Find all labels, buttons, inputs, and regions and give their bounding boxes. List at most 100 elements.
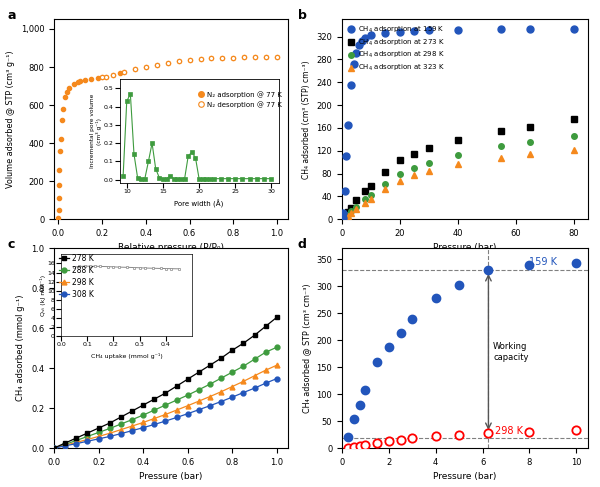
CH$_4$ adsorption at 323 K bbox=[527, 150, 534, 156]
CH$_4$ adsorption at 323 K bbox=[344, 213, 352, 219]
308 K bbox=[262, 380, 269, 386]
288 K bbox=[184, 392, 191, 398]
CH$_4$ adsorption at 298 K bbox=[454, 152, 461, 158]
Line: CH$_4$ adsorption at 323 K: CH$_4$ adsorption at 323 K bbox=[340, 147, 577, 222]
308 K bbox=[240, 390, 247, 395]
288 K bbox=[206, 381, 214, 387]
Legend: CH$_4$ adsorption at 159 K, CH$_4$ adsorption at 273 K, CH$_4$ adsorption at 298: CH$_4$ adsorption at 159 K, CH$_4$ adsor… bbox=[344, 21, 448, 76]
Text: b: b bbox=[298, 9, 307, 22]
CH$_4$ adsorption at 298 K bbox=[344, 212, 352, 218]
288 K bbox=[229, 369, 236, 375]
CH$_4$ adsorption at 323 K bbox=[339, 216, 346, 222]
288 K bbox=[62, 442, 69, 448]
CH$_4$ adsorption at 159 K bbox=[362, 35, 369, 40]
278 K bbox=[50, 445, 58, 451]
308 K bbox=[128, 428, 136, 433]
298 K bbox=[151, 415, 158, 421]
298 K bbox=[84, 436, 91, 442]
278 K bbox=[117, 414, 124, 420]
CH$_4$ adsorption at 159 K bbox=[340, 210, 347, 216]
308 K bbox=[218, 398, 225, 404]
CH$_4$ adsorption at 273 K bbox=[344, 209, 352, 215]
298 K bbox=[262, 367, 269, 373]
CH$_4$ adsorption at 323 K bbox=[341, 215, 349, 221]
CH$_4$ adsorption at 273 K bbox=[497, 128, 505, 133]
298 K bbox=[195, 398, 202, 404]
Line: 298 K: 298 K bbox=[52, 363, 279, 450]
278 K bbox=[184, 376, 191, 382]
288 K bbox=[128, 417, 136, 423]
CH$_4$ adsorption at 323 K bbox=[382, 187, 389, 192]
278 K bbox=[140, 402, 147, 408]
Y-axis label: Volume adsorbed @ STP (cm³ g⁻¹): Volume adsorbed @ STP (cm³ g⁻¹) bbox=[6, 51, 15, 188]
278 K bbox=[62, 440, 69, 446]
278 K bbox=[84, 430, 91, 436]
CH$_4$ adsorption at 298 K bbox=[347, 208, 354, 214]
CH$_4$ adsorption at 159 K bbox=[347, 82, 354, 88]
CH$_4$ adsorption at 298 K bbox=[339, 216, 346, 222]
288 K bbox=[140, 412, 147, 418]
CH$_4$ adsorption at 298 K bbox=[425, 160, 433, 166]
278 K bbox=[251, 332, 258, 338]
X-axis label: Relative pressure (P/P₀): Relative pressure (P/P₀) bbox=[118, 244, 224, 252]
CH$_4$ adsorption at 298 K bbox=[411, 165, 418, 171]
X-axis label: Pressure (bar): Pressure (bar) bbox=[433, 244, 497, 252]
Text: 298 K: 298 K bbox=[496, 426, 523, 436]
288 K bbox=[151, 407, 158, 413]
308 K bbox=[229, 394, 236, 400]
Text: c: c bbox=[7, 238, 14, 251]
298 K bbox=[162, 412, 169, 417]
Legend: N₂ adsorption @ 77 K, N₂ desorption @ 77 K: N₂ adsorption @ 77 K, N₂ desorption @ 77… bbox=[195, 88, 284, 111]
308 K bbox=[173, 414, 180, 420]
Line: 278 K: 278 K bbox=[52, 315, 279, 450]
CH$_4$ adsorption at 323 K bbox=[362, 200, 369, 206]
CH$_4$ adsorption at 273 K bbox=[396, 157, 403, 163]
308 K bbox=[140, 425, 147, 431]
CH$_4$ adsorption at 323 K bbox=[367, 196, 374, 202]
298 K bbox=[50, 445, 58, 451]
CH$_4$ adsorption at 159 K bbox=[454, 27, 461, 33]
CH$_4$ adsorption at 298 K bbox=[341, 214, 349, 220]
CH$_4$ adsorption at 323 K bbox=[396, 178, 403, 184]
CH$_4$ adsorption at 159 K bbox=[343, 153, 350, 159]
308 K bbox=[162, 418, 169, 424]
308 K bbox=[62, 443, 69, 449]
298 K bbox=[106, 431, 113, 436]
X-axis label: Pressure (bar): Pressure (bar) bbox=[139, 472, 203, 481]
CH$_4$ adsorption at 323 K bbox=[347, 210, 354, 216]
288 K bbox=[95, 430, 102, 435]
298 K bbox=[95, 433, 102, 439]
X-axis label: Pressure (bar): Pressure (bar) bbox=[433, 472, 497, 481]
CH$_4$ adsorption at 159 K bbox=[497, 26, 505, 32]
278 K bbox=[262, 323, 269, 329]
298 K bbox=[128, 423, 136, 429]
CH$_4$ adsorption at 159 K bbox=[359, 38, 366, 44]
298 K bbox=[229, 384, 236, 390]
288 K bbox=[106, 426, 113, 431]
308 K bbox=[117, 431, 124, 436]
CH$_4$ adsorption at 273 K bbox=[347, 205, 354, 211]
278 K bbox=[173, 383, 180, 389]
CH$_4$ adsorption at 273 K bbox=[454, 137, 461, 143]
308 K bbox=[95, 436, 102, 442]
CH$_4$ adsorption at 298 K bbox=[382, 181, 389, 187]
CH$_4$ adsorption at 298 K bbox=[340, 216, 347, 222]
298 K bbox=[140, 420, 147, 426]
308 K bbox=[273, 375, 280, 381]
308 K bbox=[151, 422, 158, 428]
CH$_4$ adsorption at 273 K bbox=[341, 213, 349, 219]
CH$_4$ adsorption at 159 K bbox=[527, 26, 534, 32]
278 K bbox=[240, 340, 247, 346]
288 K bbox=[240, 363, 247, 369]
278 K bbox=[106, 420, 113, 426]
CH$_4$ adsorption at 323 K bbox=[353, 206, 360, 212]
CH$_4$ adsorption at 159 K bbox=[339, 215, 346, 221]
278 K bbox=[206, 362, 214, 368]
CH$_4$ adsorption at 159 K bbox=[341, 187, 349, 193]
Y-axis label: CH₄ adsorbed (mmol g⁻¹): CH₄ adsorbed (mmol g⁻¹) bbox=[16, 295, 25, 401]
CH$_4$ adsorption at 298 K bbox=[353, 204, 360, 209]
CH$_4$ adsorption at 298 K bbox=[497, 143, 505, 149]
308 K bbox=[251, 385, 258, 391]
CH$_4$ adsorption at 273 K bbox=[362, 187, 369, 193]
278 K bbox=[229, 347, 236, 353]
